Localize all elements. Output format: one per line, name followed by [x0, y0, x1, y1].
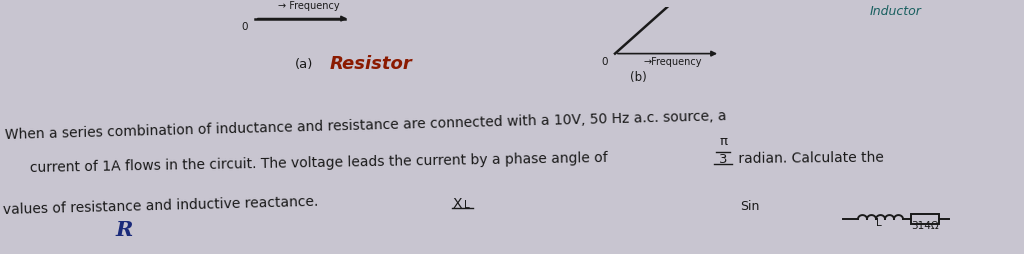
Text: X: X: [453, 197, 463, 211]
Text: R: R: [115, 219, 132, 240]
Text: Resistor: Resistor: [330, 55, 413, 73]
Text: radian. Calculate the: radian. Calculate the: [734, 151, 884, 166]
Text: (a): (a): [295, 57, 313, 71]
Text: 3: 3: [719, 153, 727, 166]
Text: (b): (b): [630, 71, 647, 84]
Text: → Frequency: → Frequency: [279, 1, 340, 11]
Text: values of resistance and inductive reactance.: values of resistance and inductive react…: [3, 195, 318, 217]
Text: L: L: [876, 218, 882, 228]
Text: Sin: Sin: [740, 200, 760, 213]
Text: 0: 0: [242, 22, 248, 31]
Text: Inductor: Inductor: [870, 5, 922, 18]
Text: When a series combination of inductance and resistance are connected with a 10V,: When a series combination of inductance …: [5, 109, 727, 142]
Text: π: π: [719, 135, 727, 148]
Bar: [911, 214, 939, 224]
Text: L: L: [464, 200, 470, 210]
Text: 314Ω: 314Ω: [911, 221, 939, 231]
Text: →Frequency: →Frequency: [643, 57, 701, 67]
Text: 0: 0: [601, 57, 608, 67]
Text: current of 1A flows in the circuit. The voltage leads the current by a phase ang: current of 1A flows in the circuit. The …: [30, 151, 612, 175]
